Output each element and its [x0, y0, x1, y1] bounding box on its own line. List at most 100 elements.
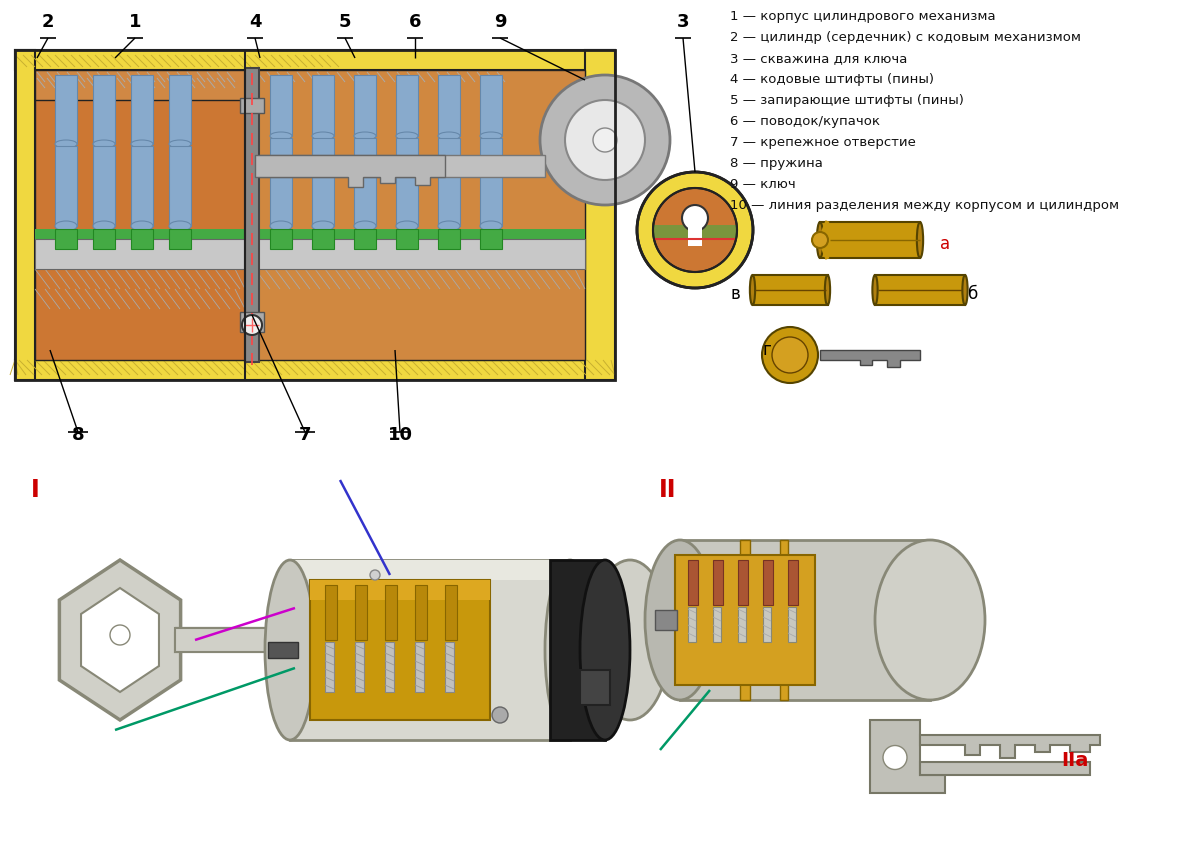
Bar	[480, 229, 502, 249]
Text: 4 — кодовые штифты (пины): 4 — кодовые штифты (пины)	[730, 73, 934, 86]
Ellipse shape	[55, 221, 77, 231]
Bar	[752, 275, 828, 305]
Bar	[688, 560, 698, 605]
Bar	[55, 75, 77, 144]
Polygon shape	[256, 155, 445, 187]
Bar	[875, 275, 965, 305]
Bar	[14, 50, 616, 380]
Ellipse shape	[646, 540, 715, 700]
Bar	[325, 642, 334, 692]
Bar	[415, 642, 424, 692]
Bar	[14, 50, 616, 70]
Bar	[312, 75, 334, 136]
Text: 8 — пружина: 8 — пружина	[730, 157, 823, 170]
Ellipse shape	[396, 132, 418, 140]
Circle shape	[762, 327, 818, 383]
Ellipse shape	[55, 140, 77, 148]
Bar	[480, 75, 502, 136]
Bar	[713, 607, 721, 642]
Bar	[14, 360, 616, 380]
Bar	[820, 222, 920, 258]
Text: б: б	[968, 285, 978, 303]
Bar	[763, 560, 773, 605]
Text: 5: 5	[338, 13, 352, 31]
Circle shape	[637, 172, 754, 288]
Ellipse shape	[312, 132, 334, 140]
Ellipse shape	[270, 132, 292, 140]
Circle shape	[593, 128, 617, 152]
Polygon shape	[175, 620, 440, 652]
Polygon shape	[59, 560, 181, 720]
Bar	[268, 642, 298, 658]
Text: 1: 1	[128, 13, 142, 31]
Bar	[131, 75, 154, 144]
Ellipse shape	[917, 222, 923, 258]
Ellipse shape	[962, 275, 967, 305]
Bar	[438, 229, 460, 249]
Circle shape	[682, 205, 708, 231]
Ellipse shape	[312, 221, 334, 231]
Text: 6 — поводок/купачок: 6 — поводок/купачок	[730, 115, 880, 128]
Bar	[354, 229, 376, 249]
Ellipse shape	[169, 140, 191, 148]
Bar	[738, 607, 746, 642]
Bar	[920, 762, 1090, 775]
Bar	[14, 50, 35, 380]
Ellipse shape	[580, 560, 630, 740]
Bar	[385, 642, 394, 692]
Bar	[445, 642, 454, 692]
Text: a: a	[940, 235, 950, 253]
Bar	[438, 75, 460, 136]
Text: 2 — цилиндр (сердечник) с кодовым механизмом: 2 — цилиндр (сердечник) с кодовым механи…	[730, 31, 1081, 44]
Bar	[312, 138, 334, 226]
Circle shape	[110, 625, 130, 645]
Polygon shape	[820, 350, 920, 367]
Polygon shape	[82, 588, 158, 692]
Text: 7 — крепежное отверстие: 7 — крепежное отверстие	[730, 136, 916, 149]
Text: 1 — корпус цилиндрового механизма: 1 — корпус цилиндрового механизма	[730, 10, 996, 23]
Text: 6: 6	[409, 13, 421, 31]
Text: 9 — ключ: 9 — ключ	[730, 178, 796, 191]
Circle shape	[565, 100, 646, 180]
Bar	[35, 70, 245, 360]
Bar	[270, 229, 292, 249]
Bar	[780, 540, 788, 700]
Text: 5 — запирающие штифты (пины): 5 — запирающие штифты (пины)	[730, 94, 964, 107]
Bar	[550, 560, 605, 740]
Ellipse shape	[270, 221, 292, 231]
Ellipse shape	[169, 221, 191, 231]
Bar	[245, 68, 259, 362]
Circle shape	[492, 707, 508, 723]
Bar	[580, 670, 610, 705]
Ellipse shape	[354, 221, 376, 231]
Bar	[653, 225, 737, 239]
Bar	[94, 229, 115, 249]
Bar	[55, 229, 77, 249]
Bar	[169, 146, 191, 226]
Bar	[415, 585, 427, 640]
Ellipse shape	[545, 560, 595, 740]
Bar	[310, 580, 490, 600]
Bar	[270, 75, 292, 136]
Ellipse shape	[590, 560, 670, 720]
Circle shape	[653, 188, 737, 272]
Bar	[256, 155, 545, 177]
Bar	[396, 75, 418, 136]
Circle shape	[370, 570, 380, 580]
Bar	[688, 218, 702, 246]
Bar	[35, 70, 245, 100]
Bar	[788, 560, 798, 605]
Circle shape	[242, 315, 262, 335]
Bar	[438, 138, 460, 226]
Bar	[445, 585, 457, 640]
Bar	[325, 585, 337, 640]
Circle shape	[540, 75, 670, 205]
Ellipse shape	[354, 132, 376, 140]
Polygon shape	[870, 720, 946, 793]
Ellipse shape	[872, 275, 877, 305]
Bar	[740, 540, 750, 700]
Circle shape	[812, 232, 828, 248]
Bar	[256, 229, 586, 249]
Bar	[35, 229, 245, 249]
Bar	[131, 229, 154, 249]
